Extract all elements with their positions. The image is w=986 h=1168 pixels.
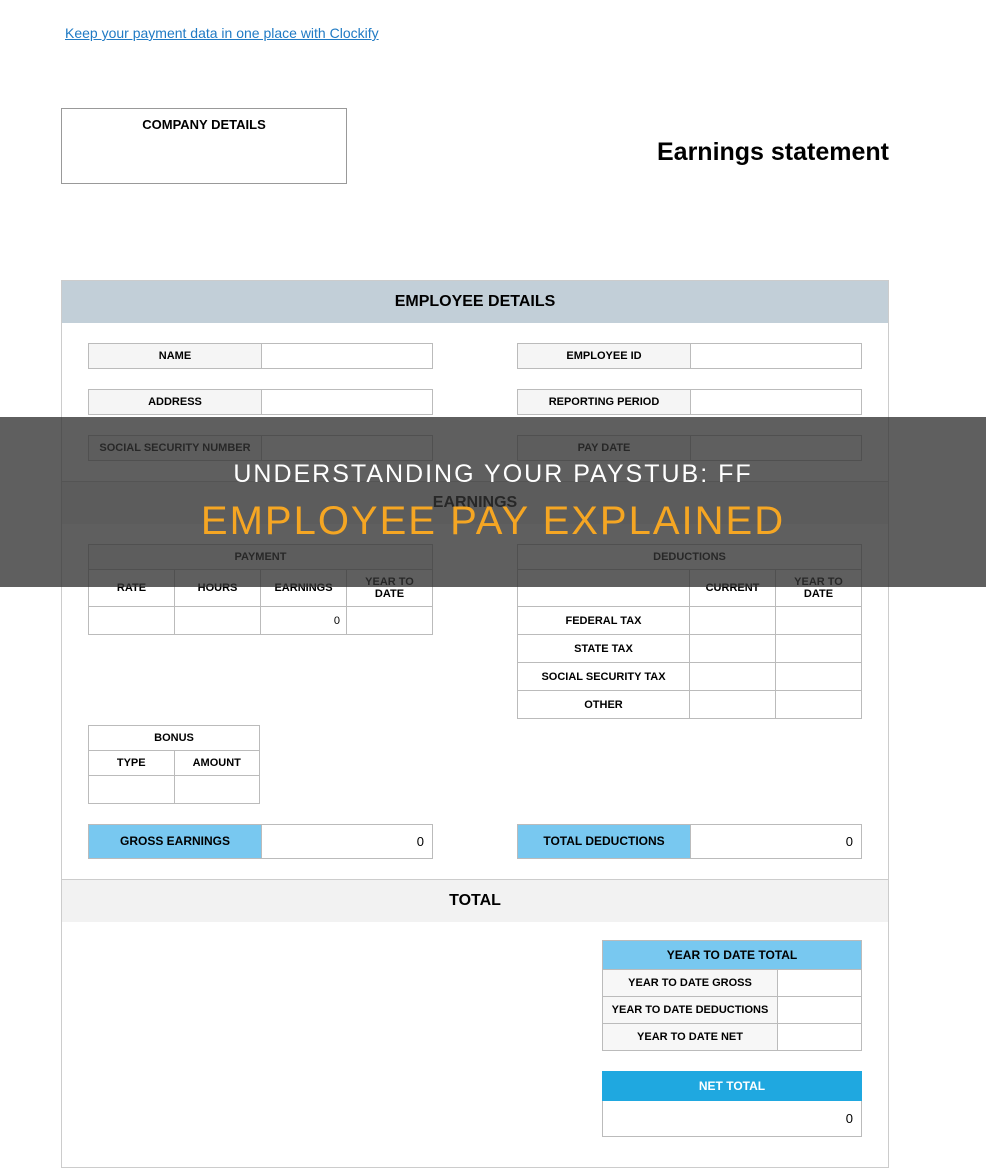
field-value — [262, 344, 432, 368]
field-label: NAME — [89, 344, 262, 368]
net-total-header: NET TOTAL — [602, 1071, 862, 1101]
field-employee-id: EMPLOYEE ID — [517, 343, 862, 369]
ded-cell — [690, 635, 776, 663]
field-value — [262, 390, 432, 414]
col-type: TYPE — [89, 751, 175, 776]
clockify-link[interactable]: Keep your payment data in one place with… — [65, 25, 379, 41]
statement-title: Earnings statement — [657, 138, 889, 167]
gross-earnings-value: 0 — [262, 825, 432, 858]
gross-earnings-label: GROSS EARNINGS — [89, 825, 262, 858]
payment-cell — [347, 607, 433, 635]
field-label: REPORTING PERIOD — [518, 390, 691, 414]
ded-label: SOCIAL SECURITY TAX — [518, 663, 690, 691]
ded-label: FEDERAL TAX — [518, 607, 690, 635]
col-amount: AMOUNT — [174, 751, 260, 776]
ded-cell — [690, 691, 776, 719]
ytd-net-value — [778, 1024, 862, 1051]
ytd-net-label: YEAR TO DATE NET — [603, 1024, 778, 1051]
total-deductions-box: TOTAL DEDUCTIONS 0 — [517, 824, 862, 859]
overlay-subtitle: UNDERSTANDING YOUR PAYSTUB: FF — [233, 460, 752, 489]
payment-cell: 0 — [261, 607, 347, 635]
company-details-box: COMPANY DETAILS — [61, 108, 347, 184]
total-deductions-label: TOTAL DEDUCTIONS — [518, 825, 691, 858]
ytd-ded-value — [778, 997, 862, 1024]
field-reporting-period: REPORTING PERIOD — [517, 389, 862, 415]
field-value — [691, 344, 861, 368]
ytd-gross-value — [778, 970, 862, 997]
field-address: ADDRESS — [88, 389, 433, 415]
ded-cell — [776, 635, 862, 663]
overlay-title: EMPLOYEE PAY EXPLAINED — [201, 499, 785, 544]
ded-cell — [776, 691, 862, 719]
ded-label: OTHER — [518, 691, 690, 719]
bonus-title: BONUS — [89, 726, 260, 751]
field-label: ADDRESS — [89, 390, 262, 414]
ded-label: STATE TAX — [518, 635, 690, 663]
bonus-table: BONUS TYPE AMOUNT — [88, 725, 260, 804]
bonus-cell — [89, 776, 175, 804]
ytd-ded-label: YEAR TO DATE DEDUCTIONS — [603, 997, 778, 1024]
ytd-gross-label: YEAR TO DATE GROSS — [603, 970, 778, 997]
payment-cell — [89, 607, 175, 635]
gross-earnings-box: GROSS EARNINGS 0 — [88, 824, 433, 859]
ytd-wrap: YEAR TO DATE TOTAL YEAR TO DATE GROSS YE… — [602, 940, 862, 1137]
field-value — [691, 390, 861, 414]
total-deductions-value: 0 — [691, 825, 861, 858]
ded-cell — [776, 663, 862, 691]
title-overlay: UNDERSTANDING YOUR PAYSTUB: FF EMPLOYEE … — [0, 417, 986, 587]
payment-cell — [175, 607, 261, 635]
ytd-header: YEAR TO DATE TOTAL — [603, 941, 862, 970]
ytd-table: YEAR TO DATE TOTAL YEAR TO DATE GROSS YE… — [602, 940, 862, 1051]
net-total-value: 0 — [602, 1101, 862, 1137]
field-label: EMPLOYEE ID — [518, 344, 691, 368]
earnings-statement-document: COMPANY DETAILS Earnings statement EMPLO… — [61, 108, 889, 1168]
total-header: TOTAL — [62, 880, 888, 922]
bonus-cell — [174, 776, 260, 804]
field-name: NAME — [88, 343, 433, 369]
total-section: TOTAL YEAR TO DATE TOTAL YEAR TO DATE GR… — [61, 880, 889, 1168]
ded-cell — [690, 663, 776, 691]
employee-details-header: EMPLOYEE DETAILS — [62, 281, 888, 323]
ded-cell — [690, 607, 776, 635]
ded-cell — [776, 607, 862, 635]
